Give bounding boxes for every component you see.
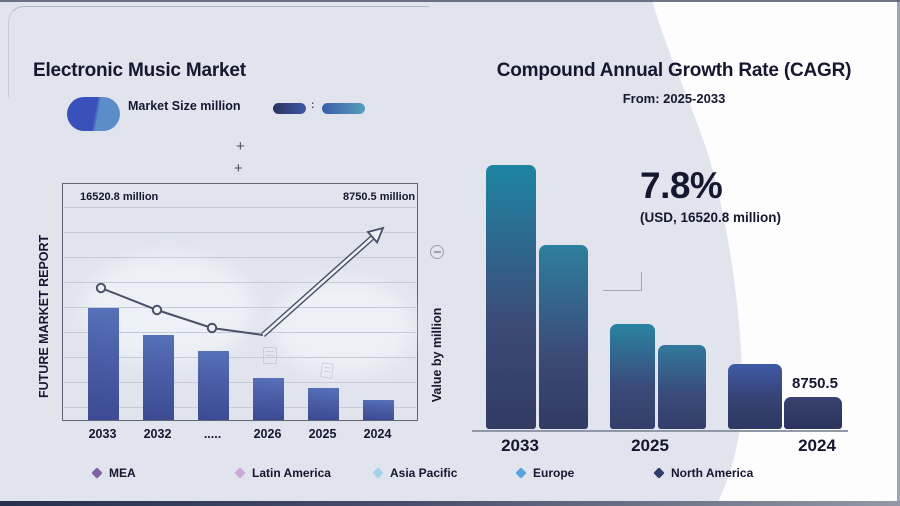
legend-diamond-asia-pacific [372,467,384,479]
grid-line [64,257,416,258]
bar-2026 [253,378,284,420]
plus-decor-icon: + [234,160,243,177]
legend-label-asia-pacific: Asia Pacific [390,466,458,480]
x-label-.....: ..... [203,427,222,441]
ratio-pill-navy-icon [273,103,306,114]
value-axis-label: Value by million [430,307,444,403]
max-value-label: 16520.8 million [80,191,159,203]
right-border-line [897,0,900,506]
trend-marker [95,282,107,294]
legend-label-north-america: North America [671,466,754,480]
bars-layer [63,184,417,420]
legend-diamond-europe [515,467,527,479]
x-label-2033: 2033 [501,436,539,455]
grid-line [64,382,416,383]
min-value-label: 8750.5 million [343,191,416,203]
cagr-bar-2033-2 [539,245,588,429]
bar-2024 [363,400,394,420]
top-border-line [0,0,900,2]
market-size-pill-icon [67,97,120,131]
right-chart-axis [472,430,848,432]
cagr-basis-note: (USD, 16520.8 million) [640,210,782,225]
grid-line [64,207,416,208]
legend-diamond-mea [91,467,103,479]
plus-decor-icon: + [236,138,245,155]
value-annotation-2024: 8750.5 [792,375,838,392]
trend-arrow-overlay [95,226,385,338]
cagr-bar-2024-1 [728,364,782,429]
trend-markers [95,282,218,334]
right-chart-title: Compound Annual Growth Rate (CAGR) [496,60,852,81]
x-label-2024: 2024 [798,436,836,455]
x-label-2025: 2025 [631,436,669,455]
ratio-separator: : [311,100,315,111]
market-size-chart [62,183,418,421]
x-label-2025: 2025 [308,427,337,441]
cagr-bar-2024-2 [784,397,842,429]
cagr-bar-2025-1 [610,324,655,429]
cagr-bar-2025-2 [658,345,706,429]
x-label-2033: 2033 [88,427,117,441]
ghost-page-icon [263,347,277,364]
grid-line [64,357,416,358]
step-bracket-decor [603,272,642,291]
grid-line [64,307,416,308]
left-chart-title: Electronic Music Market [33,60,246,81]
watermark-future-market-report: FUTURE MARKET REPORT [37,234,51,398]
cagr-value: 7.8% [640,165,723,206]
market-size-legend-label: Market Size million [128,99,241,113]
bar-2033 [88,308,119,420]
ratio-pill-teal-icon [322,103,365,114]
growth-arrow-shaft-inner [262,236,374,336]
panel-corner-arc [8,6,429,97]
x-label-2032: 2032 [143,427,172,441]
legend-label-europe: Europe [533,466,575,480]
bottom-border-strip [0,501,900,506]
x-label-2024: 2024 [363,427,392,441]
cagr-bar-2033-1 [486,165,536,429]
x-label-2026: 2026 [253,427,282,441]
grid-line [64,282,416,283]
grid-line [64,232,416,233]
right-chart-subtitle: From: 2025-2033 [622,91,726,106]
growth-arrow-head [366,226,385,245]
legend-label-mea: MEA [109,466,136,480]
legend-label-latin-america: Latin America [252,466,331,480]
trend-marker [151,304,163,316]
bar-..... [198,351,229,420]
trend-marker [206,322,218,334]
bar-2032 [143,335,174,420]
trend-line [100,287,264,336]
grid-line [64,407,416,408]
bar-2025 [308,388,339,420]
legend-diamond-latin-america [234,467,246,479]
legend-diamond-north-america [653,467,665,479]
cloud-decor [273,279,413,374]
circle-minus-icon [430,245,444,259]
